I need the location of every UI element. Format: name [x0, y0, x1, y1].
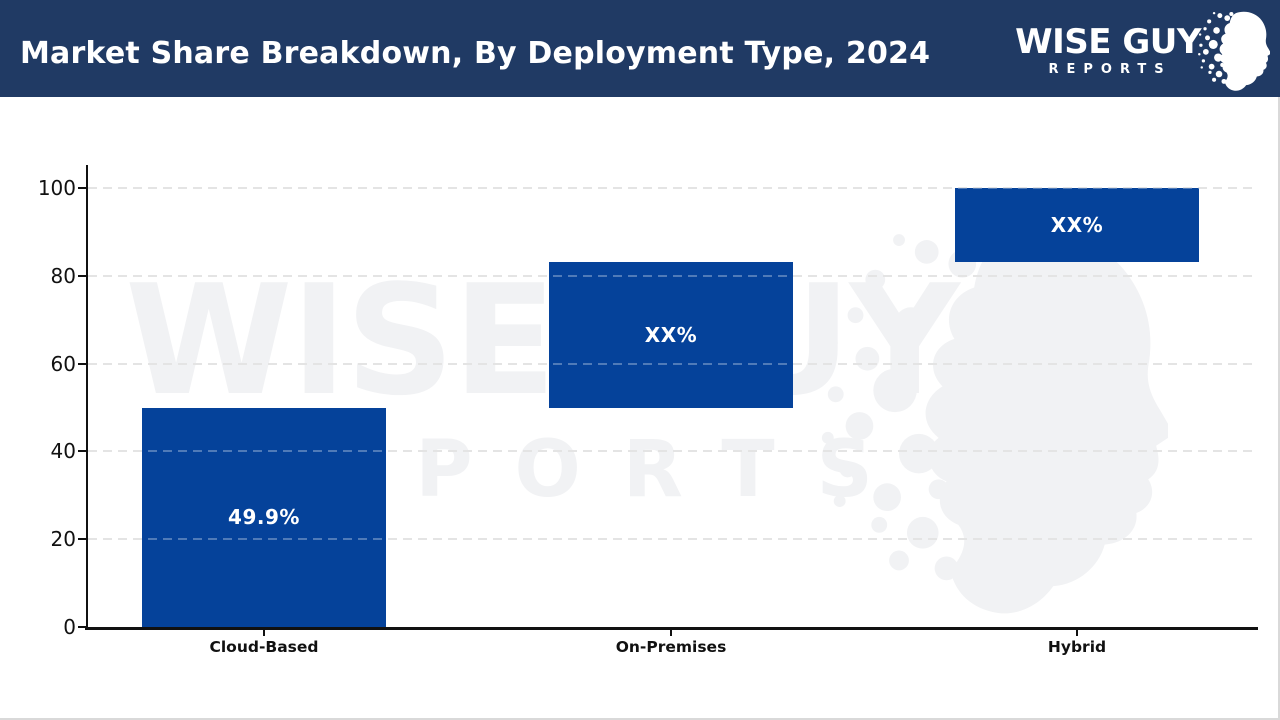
head-profile-dots-watermark	[812, 223, 1168, 621]
bar-value-label: 49.9%	[228, 505, 300, 530]
bar-value-label: XX%	[1050, 212, 1104, 237]
head-profile-dots-icon	[1196, 9, 1270, 93]
y-tick-label: 100	[37, 176, 76, 200]
bar-segment: 49.9%	[142, 407, 386, 627]
gridline-overlay	[88, 362, 1256, 365]
page-border-right	[1278, 97, 1280, 720]
y-tick-label: 80	[50, 263, 76, 288]
brand-logo: WISE GUY REPORTS	[1015, 5, 1270, 93]
y-tick-mark	[78, 538, 86, 541]
x-tick-mark	[670, 630, 672, 636]
page-title: Market Share Breakdown, By Deployment Ty…	[20, 36, 931, 71]
y-axis-line	[86, 165, 88, 630]
y-tick-mark	[78, 626, 86, 628]
gridline-overlay	[88, 538, 1256, 541]
x-category-label: Hybrid	[1047, 638, 1107, 656]
brand-logo-text: WISE GUY REPORTS	[1015, 25, 1201, 77]
x-category-label: Cloud-Based	[209, 638, 319, 656]
logo-subtext: REPORTS	[1048, 61, 1172, 77]
bar-value-label: XX%	[644, 322, 698, 347]
x-axis-line	[85, 627, 1258, 630]
gridline-overlay	[88, 187, 1256, 189]
bar-segment: XX%	[549, 261, 793, 408]
y-tick-label: 20	[50, 527, 76, 552]
x-tick-mark	[263, 630, 265, 636]
gridline	[88, 187, 1256, 189]
page-border-bottom	[0, 718, 1280, 720]
watermark-wordmark: WISE GUY	[125, 252, 960, 429]
x-tick-mark	[1076, 630, 1078, 636]
x-category-label: On-Premises	[615, 638, 727, 656]
chart-area: WISE GUY REPORTS 0 20 40 60 80 100 49.9% Cloud-…	[0, 97, 1280, 720]
logo-wordmark: WISE GUY	[1015, 21, 1201, 62]
y-tick-label: 40	[50, 439, 76, 464]
bar-segment: XX%	[955, 188, 1199, 262]
y-tick-mark	[78, 450, 86, 453]
y-tick-label: 60	[50, 351, 76, 376]
y-tick-mark	[78, 362, 86, 365]
y-tick-label: 0	[63, 615, 76, 639]
header: Market Share Breakdown, By Deployment Ty…	[0, 0, 1280, 97]
gridline	[88, 450, 1256, 453]
y-tick-mark	[78, 187, 86, 189]
gridline	[88, 538, 1256, 541]
y-tick-mark	[78, 274, 86, 277]
gridline-overlay	[88, 450, 1256, 453]
gridline-overlay	[88, 274, 1256, 277]
